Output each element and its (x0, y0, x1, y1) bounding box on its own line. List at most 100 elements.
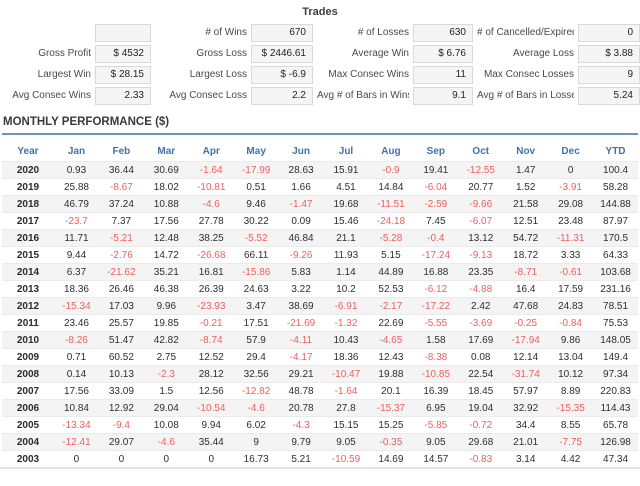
value-cell: 51.47 (98, 331, 144, 349)
value-cell: -2.76 (98, 246, 144, 264)
value-cell: -0.61 (548, 263, 594, 281)
value-cell: 36.44 (98, 161, 144, 179)
value-cell: 48.78 (278, 382, 324, 400)
value-cell: 20.78 (278, 399, 324, 417)
value-cell: 38.25 (188, 229, 234, 247)
value-cell: 17.56 (143, 212, 189, 230)
value-cell: -15.37 (368, 399, 414, 417)
value-cell: -5.52 (233, 229, 279, 247)
stat-label: Gross Profit (38, 48, 91, 59)
value-cell: -3.91 (548, 178, 594, 196)
stat-label: # of Cancelled/Expired (477, 27, 574, 38)
value-cell: -8.67 (98, 178, 144, 196)
value-cell: 0.93 (54, 161, 99, 179)
year-cell: 2014 (2, 263, 54, 281)
value-cell: 15.91 (323, 161, 369, 179)
year-cell: 2018 (2, 195, 54, 213)
value-cell: 10.88 (143, 195, 189, 213)
value-cell: 11.71 (54, 229, 99, 247)
value-cell: 12.48 (143, 229, 189, 247)
year-cell: 2003 (2, 450, 54, 467)
value-cell: 1.58 (413, 331, 459, 349)
stat-label: Average Loss (513, 48, 574, 59)
value-cell: -0.21 (188, 314, 234, 332)
value-cell: 57.9 (233, 331, 279, 349)
value-cell: 10.84 (54, 399, 99, 417)
value-cell: 12.92 (98, 399, 144, 417)
value-cell: -21.62 (98, 263, 144, 281)
value-cell: -9.13 (458, 246, 504, 264)
value-cell: 21.58 (503, 195, 549, 213)
value-cell: -4.6 (188, 195, 234, 213)
value-cell: -0.4 (413, 229, 459, 247)
year-cell: 2010 (2, 331, 54, 349)
stat-label: Average Win (351, 48, 409, 59)
year-cell: 2004 (2, 433, 54, 451)
table-row: 2019 25.88 -8.67 18.02 -10.81 0.51 1.66 4.51 14.… (2, 178, 638, 196)
stat-label: Avg # of Bars in Wins (317, 90, 409, 101)
stat-value-box: 9 (578, 66, 640, 84)
col-header-may: May (246, 145, 266, 157)
stat-label: # of Losses (357, 27, 409, 38)
value-cell: 7.45 (413, 212, 459, 230)
value-cell: 0.51 (233, 178, 279, 196)
value-cell: 29.68 (458, 433, 504, 451)
value-cell: 3.14 (503, 450, 549, 467)
value-cell: 18.72 (503, 246, 549, 264)
value-cell: 10.13 (98, 365, 144, 383)
value-cell: 0.14 (54, 365, 99, 383)
value-cell: -17.94 (503, 331, 549, 349)
value-cell: 19.85 (143, 314, 189, 332)
value-cell: 9 (233, 433, 279, 451)
value-cell: 3.47 (233, 297, 279, 315)
table-row: 2016 11.71 -5.21 12.48 38.25 -5.52 46.84 21.1 -5… (2, 229, 638, 247)
value-cell: 3.22 (278, 280, 324, 298)
value-cell: 35.44 (188, 433, 234, 451)
value-cell: -10.54 (188, 399, 234, 417)
monthly-performance-heading: MONTHLY PERFORMANCE ($) (3, 116, 170, 128)
value-cell: -12.55 (458, 161, 504, 179)
value-cell: 87.97 (593, 212, 638, 230)
year-cell: 2007 (2, 382, 54, 400)
value-cell: -10.47 (323, 365, 369, 383)
value-cell: 100.4 (593, 161, 638, 179)
table-row: 2020 0.93 36.44 30.69 -1.64 -17.99 28.63 15.91-… (2, 161, 638, 179)
value-cell: -3.69 (458, 314, 504, 332)
col-header-jan: Jan (67, 145, 86, 157)
table-row: 2010 -8.26 51.47 42.82 -8.74 57.9 -4.11 10.43 -4… (2, 331, 638, 349)
stat-label: Avg Consec Loss (169, 90, 247, 101)
value-cell: 16.73 (233, 450, 279, 467)
value-cell: 30.69 (143, 161, 189, 179)
value-cell: 1.66 (278, 178, 324, 196)
value-cell: 4.42 (548, 450, 594, 467)
value-cell: -0.83 (458, 450, 504, 467)
value-cell: 10.2 (323, 280, 369, 298)
year-cell: 2011 (2, 314, 54, 332)
table-row: 2013 18.36 26.46 46.38 26.39 24.63 3.22 10.2 52.… (2, 280, 638, 298)
value-cell: 14.72 (143, 246, 189, 264)
value-cell: 20.77 (458, 178, 504, 196)
value-cell: -11.51 (368, 195, 414, 213)
value-cell: 9.94 (188, 416, 234, 434)
value-cell: -15.34 (54, 297, 99, 315)
stat-label (3, 24, 91, 42)
value-cell: -4.11 (278, 331, 324, 349)
value-cell: 2.42 (458, 297, 504, 315)
value-cell: 16.88 (413, 263, 459, 281)
value-cell: 21.01 (503, 433, 549, 451)
col-header-sep: Sep (426, 145, 445, 157)
value-cell: -1.64 (188, 161, 234, 179)
stat-label: Largest Loss (189, 69, 247, 80)
trades-stats-grid: # of Wins 670 # of Losses 630 # of Cancelled… (0, 24, 640, 105)
stat-label: Max Consec Losses (483, 69, 574, 80)
year-cell: 2005 (2, 416, 54, 434)
value-cell: 10.08 (143, 416, 189, 434)
value-cell: 9.05 (323, 433, 369, 451)
value-cell: -9.26 (278, 246, 324, 264)
value-cell: 16.39 (413, 382, 459, 400)
stat-label: Avg # of Bars in Losses (477, 90, 574, 101)
value-cell: 5.21 (278, 450, 324, 467)
value-cell: 144.88 (593, 195, 638, 213)
value-cell: -8.26 (54, 331, 99, 349)
trades-section: Trades # of Wins 670 # of Losses 630 # of Ca… (0, 6, 640, 105)
